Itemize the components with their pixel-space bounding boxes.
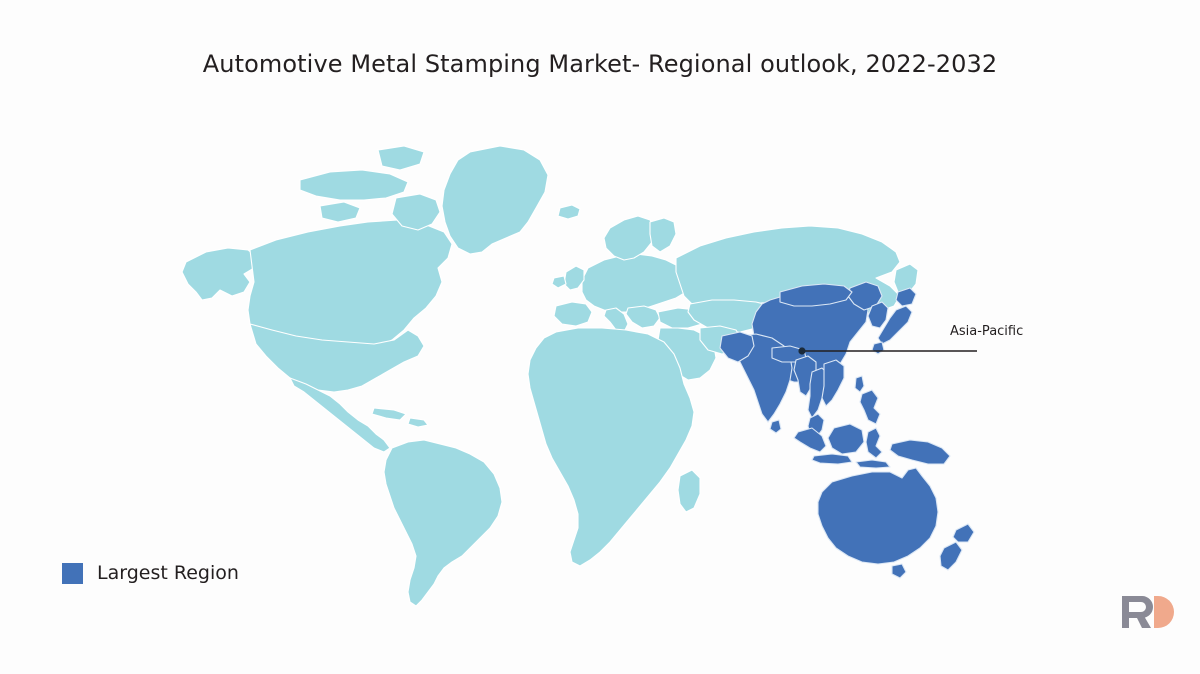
region-greenland [441, 145, 549, 255]
region-japan-honshu [877, 305, 913, 345]
largest-region-swatch [62, 562, 83, 584]
region-philippines [859, 389, 881, 425]
brand-logo [1120, 592, 1182, 632]
region-balkans [625, 305, 661, 329]
region-mongolia [779, 283, 853, 307]
region-lesser-sunda [855, 459, 891, 469]
region-australia [817, 467, 939, 565]
region-iceland [557, 204, 581, 220]
region-java [811, 453, 853, 465]
region-indochina [821, 359, 845, 407]
map-legend: Largest Region [62, 562, 239, 584]
region-sumatra [793, 427, 827, 453]
land-regions-default [181, 145, 919, 607]
region-africa [527, 327, 695, 567]
region-great-britain [563, 265, 585, 291]
region-korea [867, 301, 889, 329]
annotation-leader [798, 347, 977, 355]
legend-item-label: Largest Region [97, 562, 239, 584]
region-new-zealand-south [939, 541, 963, 571]
region-new-zealand-north [952, 523, 975, 543]
region-cuba [371, 407, 407, 421]
brand-logo-svg [1122, 596, 1174, 628]
region-mexico [289, 377, 391, 453]
region-baffin-island [391, 193, 441, 231]
region-sulawesi [865, 427, 883, 459]
region-tasmania [891, 563, 907, 579]
leader-anchor-dot [798, 347, 806, 355]
region-sri-lanka [769, 419, 782, 434]
region-victoria-island [319, 201, 361, 223]
logo-letter-r-icon [1122, 596, 1153, 628]
region-japan-kyushu [871, 341, 885, 355]
logo-letter-d-icon [1154, 596, 1174, 628]
region-borneo [827, 423, 865, 455]
region-canada [247, 219, 453, 349]
region-ireland [551, 275, 567, 289]
land-regions-highlight [719, 281, 975, 579]
region-hispaniola [407, 417, 429, 428]
page-title: Automotive Metal Stamping Market- Region… [202, 50, 998, 78]
region-europe-mainland [581, 253, 693, 313]
region-south-america [383, 439, 503, 607]
region-scandinavia [603, 215, 657, 261]
annotation-asia-pacific-label: Asia-Pacific [950, 324, 1024, 339]
region-japan-hokkaido [895, 287, 917, 307]
region-kamchatka [893, 263, 919, 295]
region-taiwan [854, 375, 865, 393]
region-arctic-islands [299, 169, 409, 201]
region-finland [649, 217, 677, 253]
region-ellesmere [377, 145, 425, 171]
region-iberia [553, 301, 593, 327]
region-papua-new-guinea [889, 439, 951, 465]
region-alaska [181, 247, 259, 301]
region-united-states [249, 323, 425, 393]
region-madagascar [677, 469, 701, 513]
region-pakistan [719, 331, 755, 363]
